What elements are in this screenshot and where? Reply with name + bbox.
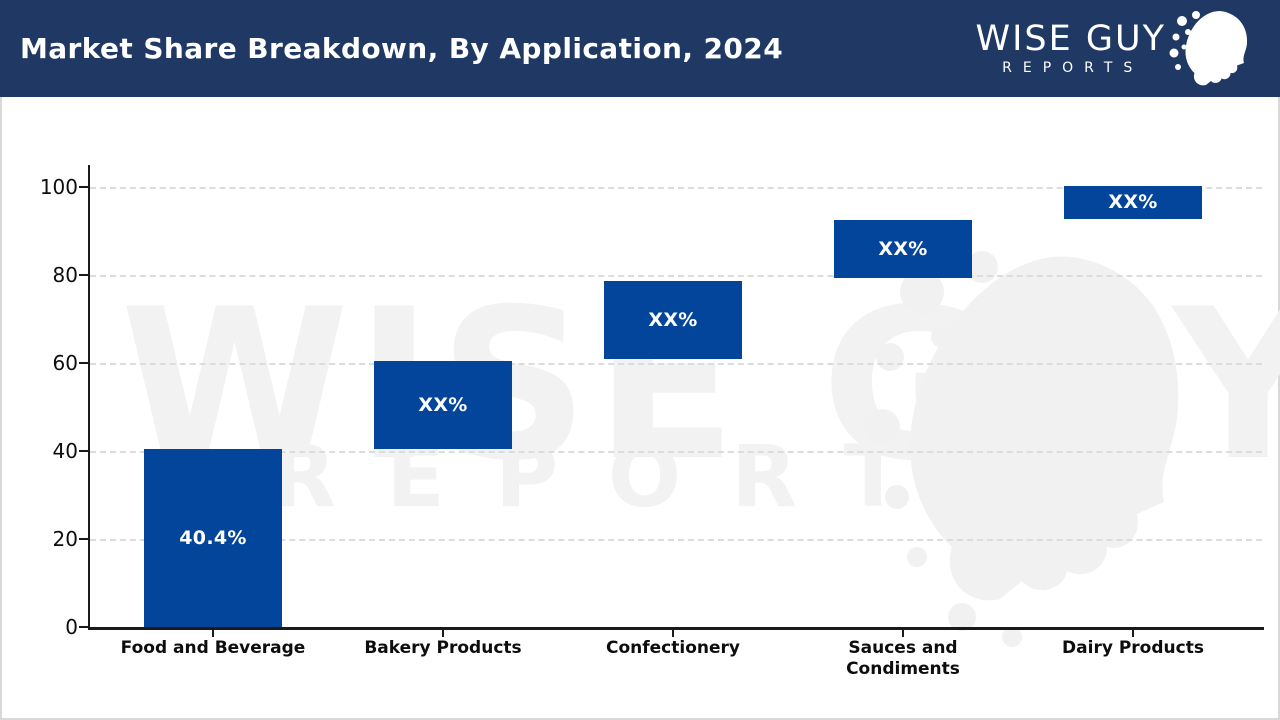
bar-food-and-beverage: 40.4% bbox=[144, 449, 282, 627]
gridline-40 bbox=[90, 451, 1262, 453]
y-tick-0 bbox=[79, 626, 88, 628]
y-tick-label-60: 60 bbox=[52, 351, 78, 375]
x-tick-bakery-products bbox=[442, 630, 444, 637]
x-tick-dairy-products bbox=[1132, 630, 1134, 637]
logo-wordmark: WISE GUY bbox=[975, 19, 1166, 59]
bar-value-label: XX% bbox=[878, 237, 928, 260]
logo-subtitle: REPORTS bbox=[1002, 60, 1144, 76]
bar-value-label: XX% bbox=[418, 394, 468, 416]
report-header: Market Share Breakdown, By Application, … bbox=[0, 0, 1280, 97]
y-tick-label-100: 100 bbox=[39, 175, 78, 199]
gridline-20 bbox=[90, 539, 1262, 541]
y-axis-line bbox=[88, 165, 90, 629]
gridline-60 bbox=[90, 363, 1262, 365]
x-tick-sauces-and-condiments bbox=[902, 630, 904, 637]
wiseguy-logo: WISE GUY REPORTS bbox=[975, 7, 1254, 91]
bar-dairy-products: XX% bbox=[1064, 186, 1202, 219]
logo-face-icon bbox=[1169, 10, 1248, 85]
x-axis-line bbox=[88, 627, 1264, 630]
x-label-confectionery: Confectionery bbox=[606, 638, 740, 658]
x-label-sauces-and-condiments: Sauces and Condiments bbox=[846, 638, 960, 680]
bar-value-label: XX% bbox=[648, 309, 698, 332]
x-label-dairy-products: Dairy Products bbox=[1062, 638, 1204, 658]
y-tick-60 bbox=[79, 362, 88, 364]
y-tick-20 bbox=[79, 538, 88, 540]
y-tick-label-0: 0 bbox=[65, 615, 78, 639]
gridline-80 bbox=[90, 275, 1262, 277]
y-tick-label-20: 20 bbox=[52, 527, 78, 551]
y-tick-80 bbox=[79, 274, 88, 276]
bar-value-label: XX% bbox=[1108, 191, 1158, 214]
gridline-100 bbox=[90, 187, 1262, 189]
y-tick-100 bbox=[79, 186, 88, 188]
waterfall-chart: WISE GUY REPORTS 0 20 40 60 80 100 40.4% Food a… bbox=[0, 97, 1280, 720]
bar-confectionery: XX% bbox=[604, 281, 742, 360]
x-label-bakery-products: Bakery Products bbox=[364, 638, 522, 658]
bar-value-label: 40.4% bbox=[179, 527, 247, 550]
x-tick-food-and-beverage bbox=[212, 630, 214, 637]
y-tick-40 bbox=[79, 450, 88, 452]
y-tick-label-80: 80 bbox=[52, 263, 78, 287]
x-label-food-and-beverage: Food and Beverage bbox=[120, 638, 306, 658]
y-tick-label-40: 40 bbox=[52, 439, 78, 463]
x-tick-confectionery bbox=[672, 630, 674, 637]
chart-title: Market Share Breakdown, By Application, … bbox=[20, 32, 784, 65]
bar-bakery-products: XX% bbox=[374, 361, 512, 449]
bar-sauces-and-condiments: XX% bbox=[834, 219, 972, 279]
